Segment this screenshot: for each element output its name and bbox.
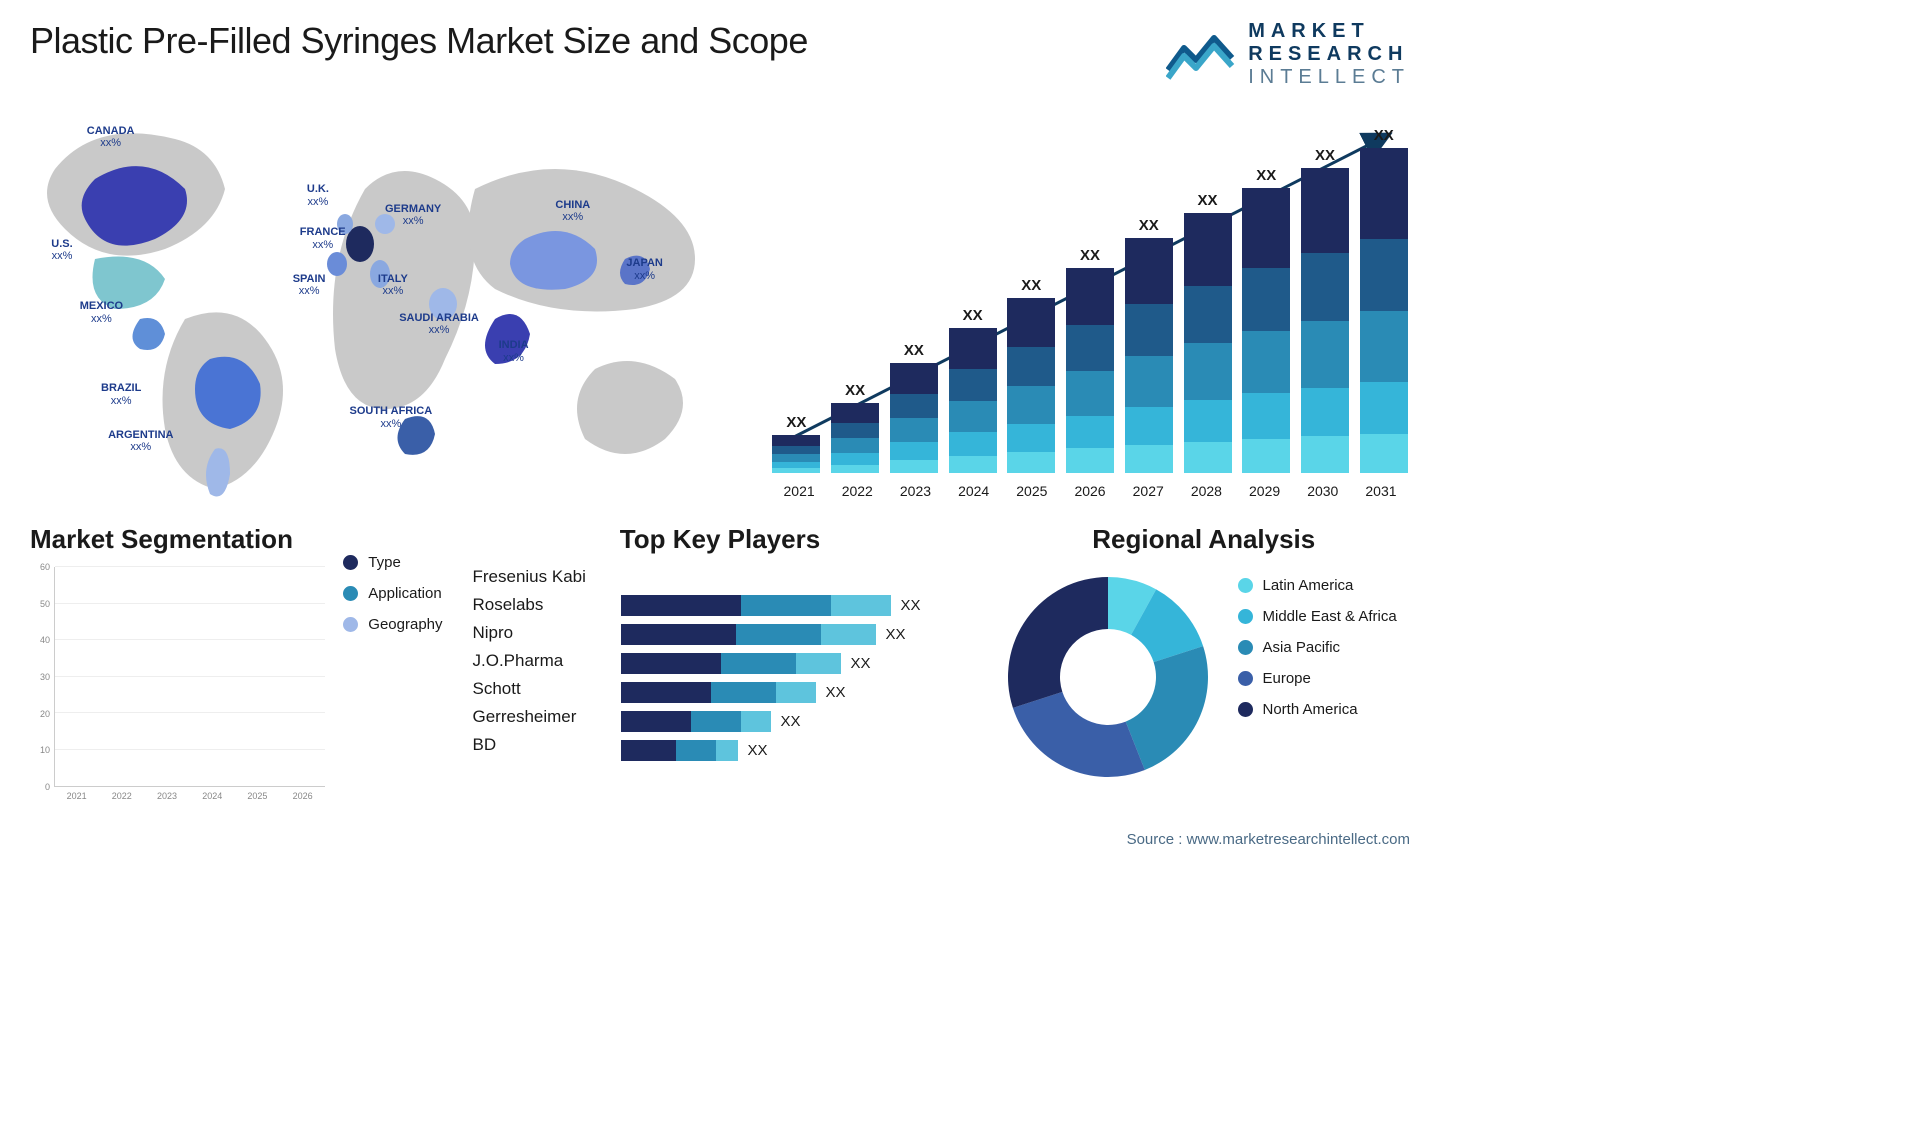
player-name: Gerresheimer xyxy=(473,707,603,727)
map-label-argentina: ARGENTINAxx% xyxy=(108,429,173,454)
regional-legend-item: Latin America xyxy=(1238,577,1397,594)
regional-donut xyxy=(998,567,1218,787)
map-label-india: INDIAxx% xyxy=(499,339,529,364)
player-name: Schott xyxy=(473,679,603,699)
map-label-italy: ITALYxx% xyxy=(378,273,408,298)
world-map: CANADAxx% U.S.xx% MEXICOxx% BRAZILxx% ARGENT… xyxy=(30,109,740,499)
player-name: BD xyxy=(473,735,603,755)
brand-logo: MARKET RESEARCH INTELLECT xyxy=(1166,20,1410,89)
map-label-germany: GERMANYxx% xyxy=(385,203,441,228)
donut-slice-asia-pacific xyxy=(1125,646,1207,770)
logo-line3: INTELLECT xyxy=(1248,66,1410,89)
growth-bar-2030: XX xyxy=(1299,147,1352,473)
seg-legend-application: Application xyxy=(343,585,442,602)
player-bar-row: XX xyxy=(621,682,968,703)
map-label-saudiarabia: SAUDI ARABIAxx% xyxy=(399,312,479,337)
growth-bar-2028: XX xyxy=(1181,192,1234,473)
logo-line1: MARKET xyxy=(1248,20,1410,43)
segmentation-title: Market Segmentation xyxy=(30,524,325,555)
growth-bar-2025: XX xyxy=(1005,277,1058,473)
growth-bar-2022: XX xyxy=(829,382,882,473)
regional-panel: Regional Analysis Latin America Middle Ea… xyxy=(998,524,1411,804)
player-name: Roselabs xyxy=(473,595,603,615)
regional-legend: Latin America Middle East & Africa Asia Pa… xyxy=(1238,567,1397,787)
players-bars: XX XX XX XX XX XX xyxy=(621,567,968,761)
growth-bar-2026: XX xyxy=(1064,247,1117,473)
seg-legend-type: Type xyxy=(343,554,442,571)
regional-legend-item: Middle East & Africa xyxy=(1238,608,1397,625)
map-label-brazil: BRAZILxx% xyxy=(101,382,141,407)
regional-legend-item: Asia Pacific xyxy=(1238,639,1397,656)
segmentation-legend: Type Application Geography xyxy=(343,524,442,804)
segmentation-chart: 6050403020100 xyxy=(30,567,325,787)
market-growth-chart: XXXXXXXXXXXXXXXXXXXXXX 20212022202320242… xyxy=(770,109,1410,499)
player-bar-row: XX xyxy=(621,595,968,616)
donut-slice-north-america xyxy=(1008,577,1108,708)
players-names: Fresenius Kabi Roselabs Nipro J.O.Pharma Sch… xyxy=(473,567,603,761)
map-label-mexico: MEXICOxx% xyxy=(80,300,123,325)
map-label-china: CHINAxx% xyxy=(555,199,590,224)
segmentation-panel: Market Segmentation 6050403020100 202120… xyxy=(30,524,443,804)
logo-mark-icon xyxy=(1166,30,1236,80)
map-label-us: U.S.xx% xyxy=(51,238,72,263)
donut-slice-europe xyxy=(1012,692,1144,777)
player-bar-row: XX xyxy=(621,624,968,645)
growth-bar-2029: XX xyxy=(1240,167,1293,473)
player-bar-row: XX xyxy=(621,653,968,674)
source-text: Source : www.marketresearchintellect.com xyxy=(1127,831,1410,848)
seg-legend-geography: Geography xyxy=(343,616,442,633)
map-label-spain: SPAINxx% xyxy=(293,273,326,298)
growth-bar-2021: XX xyxy=(770,414,823,473)
map-label-southafrica: SOUTH AFRICAxx% xyxy=(350,405,433,430)
logo-line2: RESEARCH xyxy=(1248,43,1410,66)
growth-bar-2027: XX xyxy=(1122,217,1175,473)
player-name: Fresenius Kabi xyxy=(473,567,603,587)
player-bar-row: XX xyxy=(621,711,968,732)
player-bar-row: XX xyxy=(621,740,968,761)
players-panel: Top Key Players Fresenius Kabi Roselabs Ni… xyxy=(473,524,968,804)
player-name: Nipro xyxy=(473,623,603,643)
growth-bar-2024: XX xyxy=(946,307,999,473)
players-title: Top Key Players xyxy=(473,524,968,555)
map-label-uk: U.K.xx% xyxy=(307,183,329,208)
map-label-japan: JAPANxx% xyxy=(626,257,662,282)
regional-title: Regional Analysis xyxy=(998,524,1411,555)
growth-bar-2023: XX xyxy=(887,342,940,473)
map-label-canada: CANADAxx% xyxy=(87,125,135,150)
page-title: Plastic Pre-Filled Syringes Market Size … xyxy=(30,20,808,62)
map-label-france: FRANCExx% xyxy=(300,226,346,251)
player-name: J.O.Pharma xyxy=(473,651,603,671)
regional-legend-item: North America xyxy=(1238,701,1397,718)
growth-bar-2031: XX xyxy=(1357,127,1410,473)
regional-legend-item: Europe xyxy=(1238,670,1397,687)
